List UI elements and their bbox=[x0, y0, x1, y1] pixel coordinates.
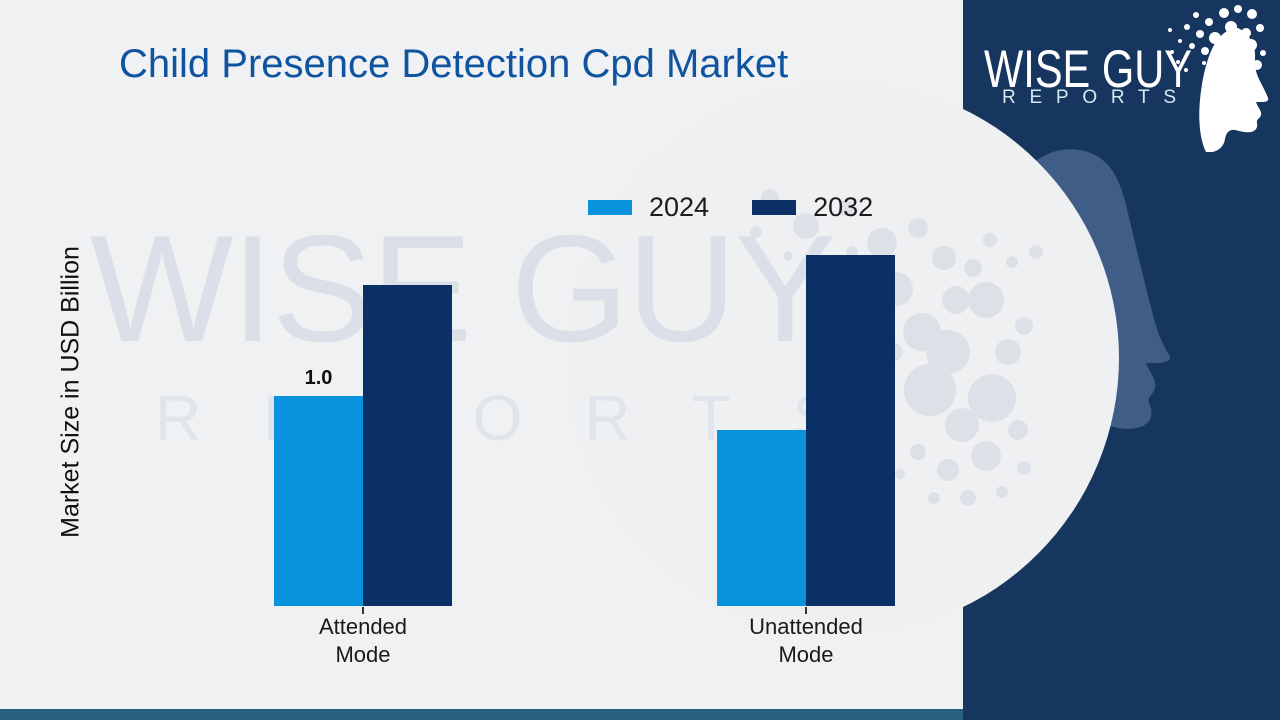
bar-value-label: 1.0 bbox=[304, 367, 333, 389]
logo-dots-texture bbox=[1168, 5, 1266, 118]
bar-2032-attended-mode bbox=[363, 285, 452, 606]
bottom-accent-strip bbox=[0, 709, 1280, 720]
legend: 2024 2032 bbox=[588, 192, 873, 223]
chart-title: Child Presence Detection Cpd Market bbox=[119, 42, 789, 86]
bar-2024-attended-mode bbox=[274, 396, 363, 606]
x-axis-tick bbox=[362, 607, 364, 614]
legend-label-2032: 2032 bbox=[813, 192, 874, 222]
x-axis-category-label: Attended Mode bbox=[318, 614, 408, 667]
legend-label-2024: 2024 bbox=[649, 192, 710, 222]
legend-swatch-2024 bbox=[588, 200, 632, 215]
bar-2032-unattended-mode bbox=[806, 255, 895, 606]
logo-wordmark: WISE GUY bbox=[984, 40, 1192, 99]
x-axis-category-label: Unattended Mode bbox=[749, 614, 863, 667]
watermark-wordmark: WISE GUY bbox=[90, 204, 836, 374]
legend-swatch-2032 bbox=[752, 200, 797, 215]
bar-2024-unattended-mode bbox=[717, 430, 806, 606]
x-axis-tick bbox=[805, 607, 807, 614]
